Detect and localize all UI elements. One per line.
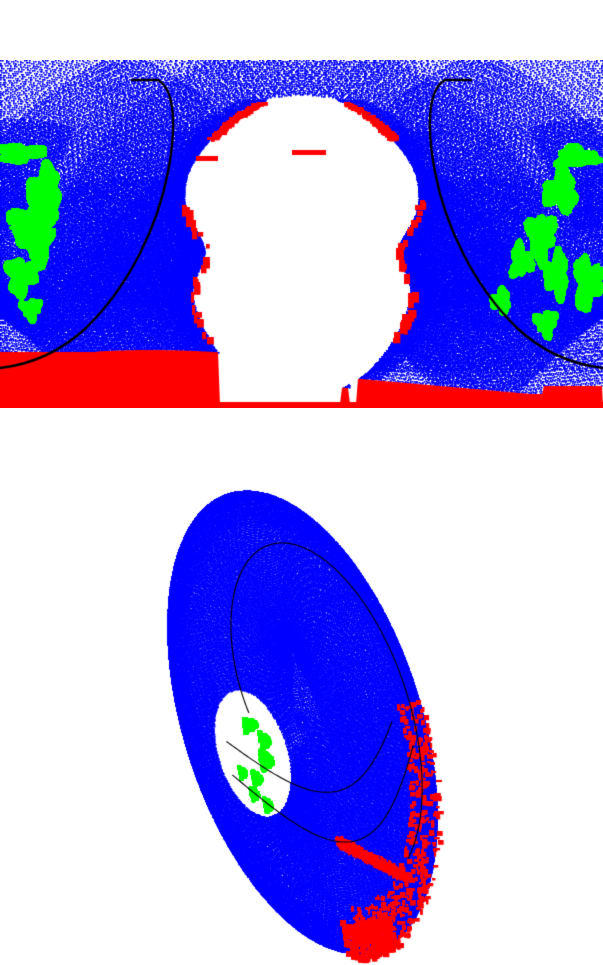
oblique-sphere-panel: [0, 455, 603, 965]
cylindrical-map-canvas: [0, 60, 603, 408]
cylindrical-map-panel: [0, 60, 603, 408]
oblique-sphere-canvas: [0, 455, 603, 965]
